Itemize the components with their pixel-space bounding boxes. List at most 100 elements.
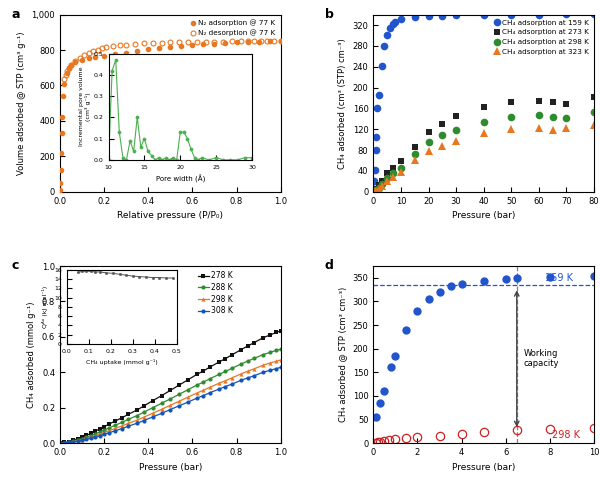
308 K bbox=[184, 399, 191, 405]
278 K bbox=[238, 347, 245, 353]
CH₄ adsorption at 298 K bbox=[508, 114, 515, 120]
308 K bbox=[238, 377, 245, 383]
288 K bbox=[74, 437, 81, 443]
N₂ adsorption @ 77 K bbox=[178, 43, 185, 49]
N₂ adsorption @ 77 K bbox=[72, 59, 79, 65]
288 K bbox=[238, 361, 245, 367]
CH₄ adsorption at 273 K bbox=[383, 170, 391, 176]
278 K bbox=[118, 415, 125, 421]
Legend: N₂ adsorption @ 77 K, N₂ desorption @ 77 K: N₂ adsorption @ 77 K, N₂ desorption @ 77… bbox=[188, 18, 277, 37]
308 K bbox=[56, 440, 64, 446]
CH₄ adsorption at 273 K bbox=[378, 178, 385, 184]
N₂ desorption @ 77 K bbox=[202, 39, 209, 45]
308 K bbox=[87, 435, 94, 441]
278 K bbox=[79, 434, 86, 440]
N₂ adsorption @ 77 K bbox=[200, 41, 207, 47]
298 K bbox=[200, 387, 207, 393]
N₂ desorption @ 77 K bbox=[85, 50, 92, 56]
288 K bbox=[101, 427, 108, 433]
308 K bbox=[193, 395, 200, 401]
N₂ adsorption @ 77 K bbox=[145, 46, 152, 52]
278 K bbox=[251, 339, 258, 345]
278 K bbox=[65, 439, 73, 445]
CH₄ adsorption at 323 K bbox=[425, 148, 432, 154]
N₂ adsorption @ 77 K bbox=[79, 57, 86, 63]
278 K bbox=[112, 418, 119, 424]
CH₄ adsorption at 159 K bbox=[425, 13, 432, 19]
N₂ adsorption @ 77 K bbox=[57, 180, 64, 186]
288 K bbox=[112, 422, 119, 428]
CH₄ adsorption at 323 K bbox=[508, 126, 515, 132]
308 K bbox=[140, 417, 148, 423]
N₂ desorption @ 77 K bbox=[211, 39, 218, 45]
N₂ desorption @ 77 K bbox=[72, 58, 79, 64]
CH₄ adsorption at 273 K bbox=[452, 113, 460, 119]
CH₄ adsorption at 323 K bbox=[563, 125, 570, 131]
Text: b: b bbox=[325, 7, 334, 20]
N₂ desorption @ 77 K bbox=[167, 39, 174, 45]
278 K bbox=[176, 382, 183, 388]
288 K bbox=[56, 440, 64, 446]
Y-axis label: Volume adsorbed @ STP (cm³ g⁻¹): Volume adsorbed @ STP (cm³ g⁻¹) bbox=[17, 31, 26, 175]
288 K bbox=[105, 425, 112, 431]
N₂ adsorption @ 77 K bbox=[61, 81, 68, 87]
278 K bbox=[244, 343, 251, 349]
298 K bbox=[112, 426, 119, 431]
278 K bbox=[74, 436, 81, 442]
288 K bbox=[149, 405, 156, 411]
308 K bbox=[222, 384, 229, 390]
X-axis label: Pressure (bar): Pressure (bar) bbox=[139, 463, 202, 471]
N₂ desorption @ 77 K bbox=[264, 38, 271, 44]
N₂ adsorption @ 77 K bbox=[57, 168, 64, 173]
Line: CH₄ adsorption at 273 K: CH₄ adsorption at 273 K bbox=[371, 94, 598, 194]
298 K bbox=[193, 390, 200, 396]
288 K bbox=[266, 350, 273, 356]
N₂ desorption @ 77 K bbox=[229, 38, 236, 44]
X-axis label: Relative pressure (P/P₀): Relative pressure (P/P₀) bbox=[118, 211, 223, 220]
N₂ desorption @ 77 K bbox=[277, 38, 284, 44]
CH₄ adsorption at 159 K bbox=[411, 14, 418, 19]
CH₄ adsorption at 159 K bbox=[371, 178, 378, 184]
298 K bbox=[176, 398, 183, 404]
Line: 288 K: 288 K bbox=[58, 347, 283, 445]
288 K bbox=[206, 376, 214, 382]
278 K bbox=[229, 352, 236, 358]
N₂ desorption @ 77 K bbox=[89, 48, 97, 54]
N₂ adsorption @ 77 K bbox=[65, 65, 73, 71]
298 K bbox=[105, 428, 112, 434]
308 K bbox=[272, 366, 280, 372]
298 K bbox=[96, 431, 103, 437]
298 K bbox=[134, 417, 141, 423]
298 K bbox=[125, 420, 132, 426]
CH₄ adsorption at 159 K bbox=[563, 11, 570, 17]
CH₄ adsorption at 298 K bbox=[452, 127, 460, 133]
CH₄ adsorption at 159 K bbox=[480, 12, 487, 18]
N₂ adsorption @ 77 K bbox=[222, 40, 229, 46]
308 K bbox=[158, 411, 165, 416]
CH₄ adsorption at 273 K bbox=[590, 94, 598, 100]
N₂ adsorption @ 77 K bbox=[266, 38, 273, 44]
CH₄ adsorption at 159 K bbox=[373, 134, 380, 140]
288 K bbox=[61, 440, 68, 446]
N₂ adsorption @ 77 K bbox=[58, 150, 65, 156]
308 K bbox=[149, 414, 156, 420]
CH₄ adsorption at 273 K bbox=[535, 97, 542, 103]
278 K bbox=[277, 328, 284, 334]
278 K bbox=[83, 432, 90, 438]
Y-axis label: CH₄ adsorbed @ STP (cm³ cm⁻³): CH₄ adsorbed @ STP (cm³ cm⁻³) bbox=[338, 287, 347, 422]
298 K bbox=[65, 439, 73, 445]
Text: c: c bbox=[11, 259, 19, 272]
N₂ adsorption @ 77 K bbox=[101, 53, 108, 58]
298 K bbox=[206, 384, 214, 390]
N₂ desorption @ 77 K bbox=[62, 72, 69, 78]
298 K bbox=[101, 430, 108, 435]
CH₄ adsorption at 273 K bbox=[425, 129, 432, 135]
CH₄ adsorption at 323 K bbox=[375, 186, 382, 191]
308 K bbox=[65, 440, 73, 446]
288 K bbox=[79, 436, 86, 442]
CH₄ adsorption at 159 K bbox=[372, 147, 379, 153]
288 K bbox=[277, 346, 284, 352]
298 K bbox=[61, 440, 68, 446]
CH₄ adsorption at 323 K bbox=[411, 157, 418, 163]
N₂ adsorption @ 77 K bbox=[277, 38, 284, 44]
